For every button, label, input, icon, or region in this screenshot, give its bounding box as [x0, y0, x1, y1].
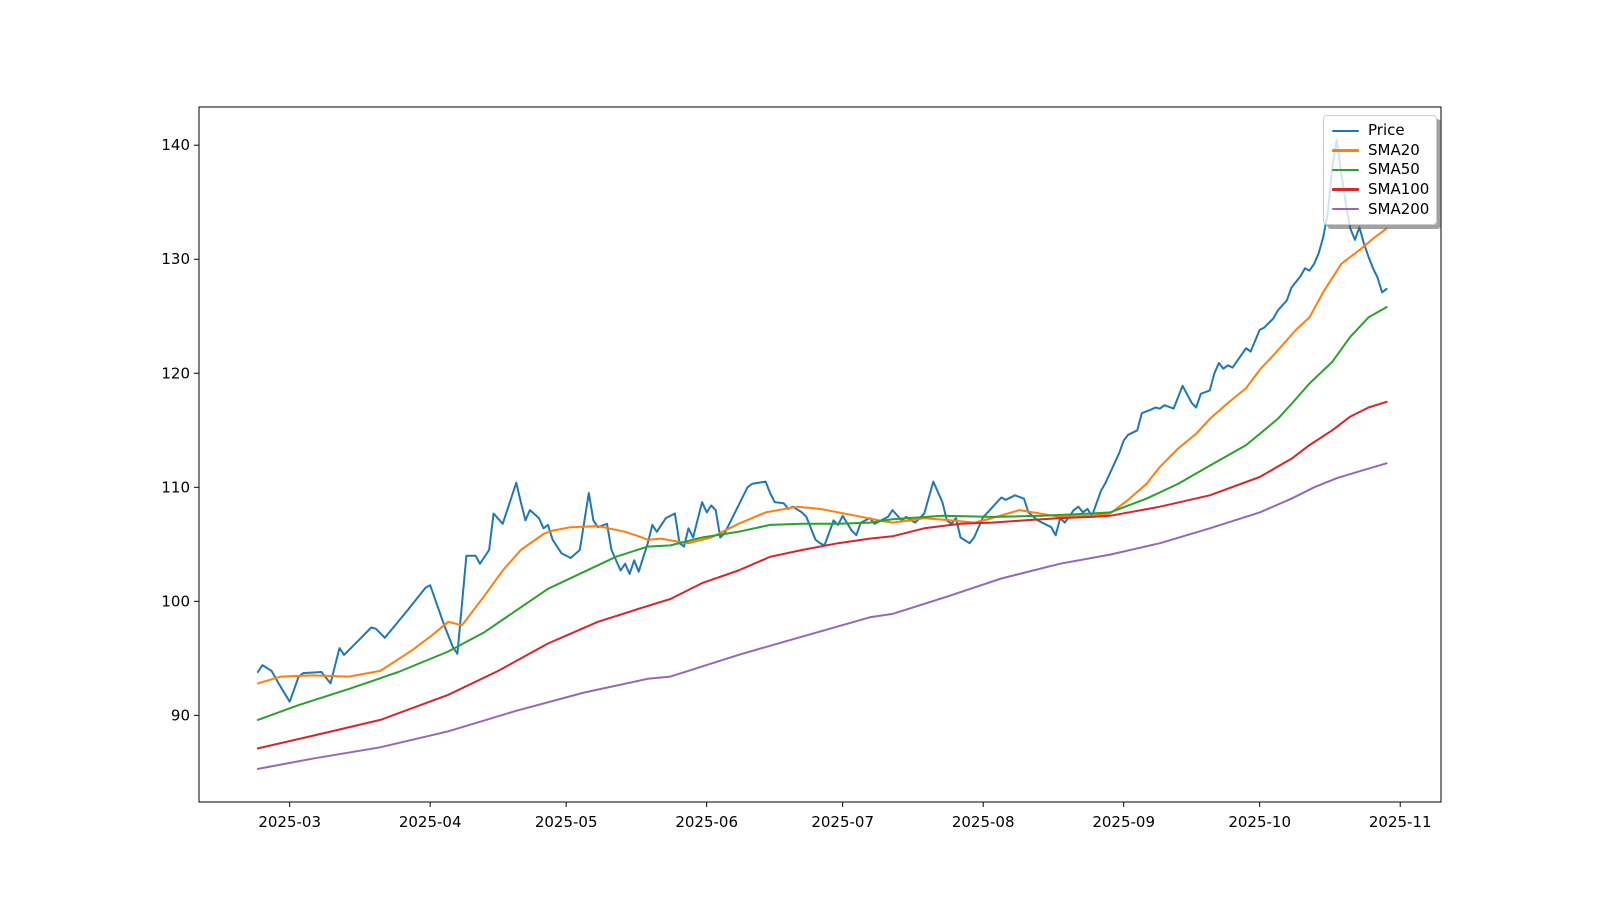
- y-tick-label: 110: [161, 478, 190, 496]
- legend-label: SMA200: [1368, 199, 1430, 218]
- y-tick-label: 130: [161, 250, 190, 268]
- legend-item-sma100: SMA100: [1332, 180, 1430, 199]
- x-tick-label: 2025-07: [811, 813, 874, 831]
- x-tick-label: 2025-04: [399, 813, 462, 831]
- legend-item-sma50: SMA50: [1332, 162, 1428, 177]
- legend-item-sma200: SMA200: [1332, 199, 1430, 218]
- legend-item-sma20: SMA20: [1332, 140, 1428, 159]
- sma100-line: [256, 400, 1388, 750]
- x-tick-label: 2025-03: [258, 813, 321, 831]
- sma50-line: [256, 306, 1388, 721]
- x-tick-label: 2025-05: [535, 813, 598, 831]
- y-tick-label: 140: [161, 136, 190, 154]
- sma20-line: [256, 227, 1388, 685]
- y-tick-label: 90: [171, 706, 190, 724]
- legend-item-price: Price: [1332, 123, 1428, 138]
- y-tick-label: 120: [161, 364, 190, 382]
- sma200-line-swatch: [1332, 207, 1359, 211]
- x-tick-label: 2025-11: [1369, 813, 1432, 831]
- sma20-line-swatch: [1332, 149, 1359, 152]
- x-tick-label: 2025-06: [675, 813, 738, 831]
- x-tick-label: 2025-09: [1092, 813, 1155, 831]
- price-line-swatch: [1332, 129, 1359, 133]
- legend: Price SMA20 SMA50 SMA100 SMA200: [1323, 115, 1437, 225]
- legend-label: SMA100: [1368, 180, 1430, 199]
- sma100-line-swatch: [1332, 188, 1359, 191]
- x-tick-label: 2025-08: [952, 813, 1015, 831]
- sma50-line-swatch: [1332, 168, 1359, 172]
- price-line: [256, 138, 1388, 703]
- sma200-line: [256, 462, 1388, 770]
- plot-border: [198, 106, 1442, 803]
- x-tick-label: 2025-10: [1228, 813, 1291, 831]
- legend-label: SMA50: [1368, 160, 1420, 179]
- legend-label: Price: [1368, 121, 1405, 140]
- y-tick-label: 100: [161, 592, 190, 610]
- legend-label: SMA20: [1368, 140, 1420, 159]
